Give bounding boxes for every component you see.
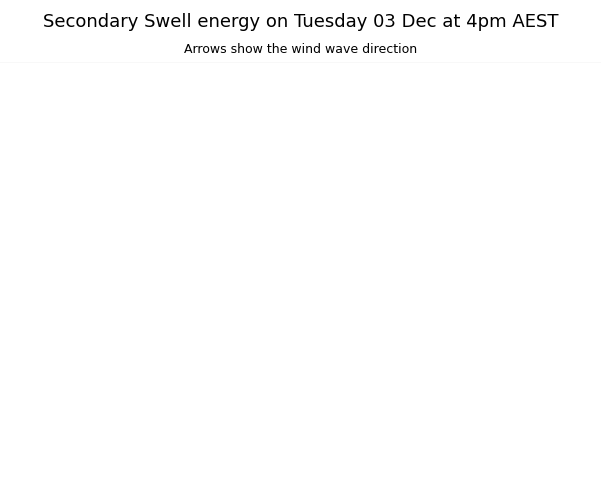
Text: cartopy required: cartopy required (243, 269, 358, 283)
Text: Secondary Swell energy on Tuesday 03 Dec at 4pm AEST: Secondary Swell energy on Tuesday 03 Dec… (43, 13, 558, 31)
Text: Arrows show the wind wave direction: Arrows show the wind wave direction (184, 43, 417, 56)
